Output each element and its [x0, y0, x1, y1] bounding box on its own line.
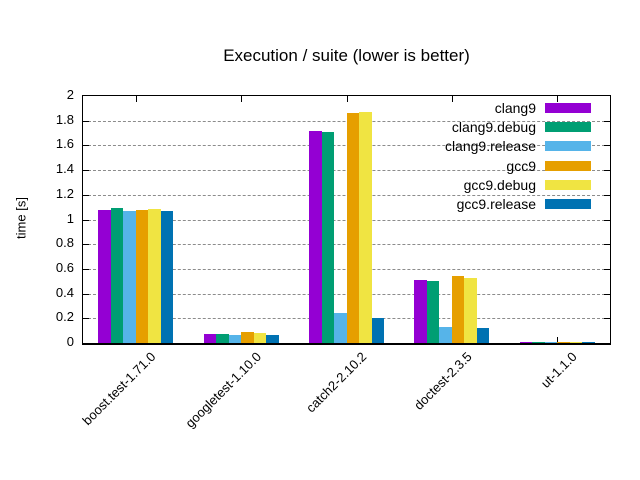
- y-axis-tick: [83, 220, 89, 221]
- legend-swatch: [545, 141, 591, 151]
- y-axis-tick: [604, 294, 610, 295]
- y-axis-tick: [604, 145, 610, 146]
- x-axis-tick: [136, 96, 137, 102]
- y-tick-label: 2: [66, 87, 74, 102]
- y-tick-label: 1: [66, 211, 74, 226]
- bar-gcc9.debug: [148, 209, 161, 343]
- bar-clang9.release: [439, 327, 452, 343]
- bar-gcc9: [346, 113, 359, 343]
- legend-row: clang9: [495, 101, 591, 115]
- legend-label: clang9.release: [444, 138, 536, 154]
- legend-swatch: [545, 180, 591, 190]
- x-tick-label: googletest-1.10.0: [182, 349, 264, 431]
- y-axis-tick: [83, 121, 89, 122]
- y-tick-label: 0.8: [55, 235, 74, 250]
- x-tick-label: ut-1.1.0: [538, 349, 580, 391]
- legend-label: clang9.debug: [451, 119, 536, 135]
- bar-clang9.release: [544, 342, 558, 343]
- bar-clang9: [414, 280, 427, 343]
- bar-gcc9: [241, 332, 254, 343]
- y-axis-tick: [604, 318, 610, 319]
- bar-clang9.debug: [110, 208, 124, 343]
- y-axis-tick: [604, 121, 610, 122]
- x-axis-tick: [241, 96, 242, 102]
- legend-label: clang9: [494, 100, 536, 116]
- y-axis-tick: [83, 294, 89, 295]
- bar-clang9.debug: [426, 281, 440, 343]
- x-axis-tick: [347, 96, 348, 102]
- bar-gcc9: [135, 210, 149, 343]
- plot-area: [82, 95, 611, 345]
- y-axis-tick: [604, 244, 610, 245]
- y-tick-label: 0.6: [55, 260, 74, 275]
- legend-label: gcc9.debug: [463, 177, 536, 193]
- y-tick-label: 1.6: [55, 136, 74, 151]
- y-tick-label: 1.2: [55, 186, 74, 201]
- bar-gcc9: [451, 276, 465, 343]
- bar-clang9.debug: [216, 334, 229, 343]
- y-tick-label: 0.4: [55, 285, 74, 300]
- bar-gcc9.debug: [464, 278, 477, 343]
- bar-gcc9: [557, 342, 570, 343]
- bar-clang9: [203, 334, 217, 343]
- y-axis-tick: [83, 145, 89, 146]
- bar-gcc9.debug: [253, 333, 267, 343]
- y-tick-label: 0.2: [55, 309, 74, 324]
- y-tick-label: 1.8: [55, 112, 74, 127]
- bar-clang9.release: [228, 335, 242, 343]
- bar-gcc9.release: [266, 335, 279, 343]
- chart-title: Execution / suite (lower is better): [223, 46, 470, 65]
- bar-clang9: [98, 210, 111, 343]
- y-axis-tick: [83, 318, 89, 319]
- y-axis-tick: [83, 170, 89, 171]
- x-tick-label: catch2-2.10.2: [302, 349, 370, 416]
- bar-clang9.debug: [321, 132, 334, 343]
- bar-gcc9.release: [160, 211, 174, 343]
- bar-clang9: [309, 131, 322, 343]
- legend-row: gcc9.debug: [464, 178, 591, 192]
- y-tick-label: 0: [66, 334, 74, 349]
- y-axis-tick: [604, 269, 610, 270]
- bar-clang9.debug: [532, 342, 545, 343]
- legend-swatch: [545, 199, 591, 209]
- bar-gcc9.release: [582, 342, 595, 343]
- bar-gcc9.release: [371, 318, 384, 343]
- y-axis-tick: [83, 269, 89, 270]
- x-tick-label: boost.test-1.71.0: [79, 349, 159, 429]
- y-axis-tick: [604, 170, 610, 171]
- legend-row: gcc9: [506, 159, 591, 173]
- bar-gcc9.release: [476, 328, 490, 343]
- x-axis-tick: [557, 337, 558, 343]
- y-tick-label: 1.4: [55, 161, 74, 176]
- legend-swatch: [545, 122, 591, 132]
- legend-label: gcc9.release: [456, 196, 536, 212]
- legend-swatch: [545, 103, 591, 113]
- bar-gcc9.debug: [569, 342, 583, 343]
- x-axis-tick: [452, 96, 453, 102]
- legend-row: gcc9.release: [457, 197, 591, 211]
- legend-label: gcc9: [506, 158, 536, 174]
- x-axis-tick: [557, 96, 558, 102]
- x-tick-label: doctest-2.3.5: [410, 349, 475, 413]
- y-axis-tick: [604, 220, 610, 221]
- legend-swatch: [545, 161, 591, 171]
- bar-clang9: [519, 342, 533, 343]
- legend-row: clang9.debug: [452, 120, 591, 134]
- y-axis-tick: [83, 195, 89, 196]
- y-axis-tick: [83, 244, 89, 245]
- legend-row: clang9.release: [445, 139, 591, 153]
- bar-gcc9.debug: [359, 112, 372, 343]
- y-axis-tick: [604, 195, 610, 196]
- bar-clang9.release: [123, 211, 136, 343]
- bar-clang9.release: [334, 313, 347, 343]
